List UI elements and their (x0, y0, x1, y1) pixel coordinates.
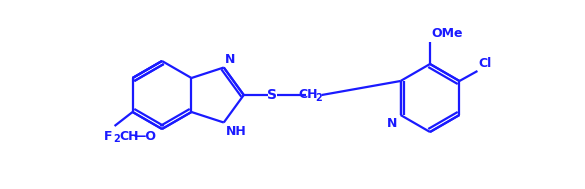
Text: CH: CH (298, 88, 318, 101)
Text: F: F (104, 130, 112, 143)
Text: N: N (387, 117, 398, 130)
Text: Cl: Cl (479, 57, 492, 70)
Text: 2: 2 (113, 134, 121, 144)
Text: S: S (267, 88, 277, 102)
Text: CH: CH (119, 130, 139, 143)
Text: —O: —O (133, 130, 157, 143)
Text: NH: NH (226, 125, 246, 138)
Text: N: N (225, 53, 235, 67)
Text: OMe: OMe (431, 27, 463, 40)
Text: 2: 2 (315, 93, 322, 103)
